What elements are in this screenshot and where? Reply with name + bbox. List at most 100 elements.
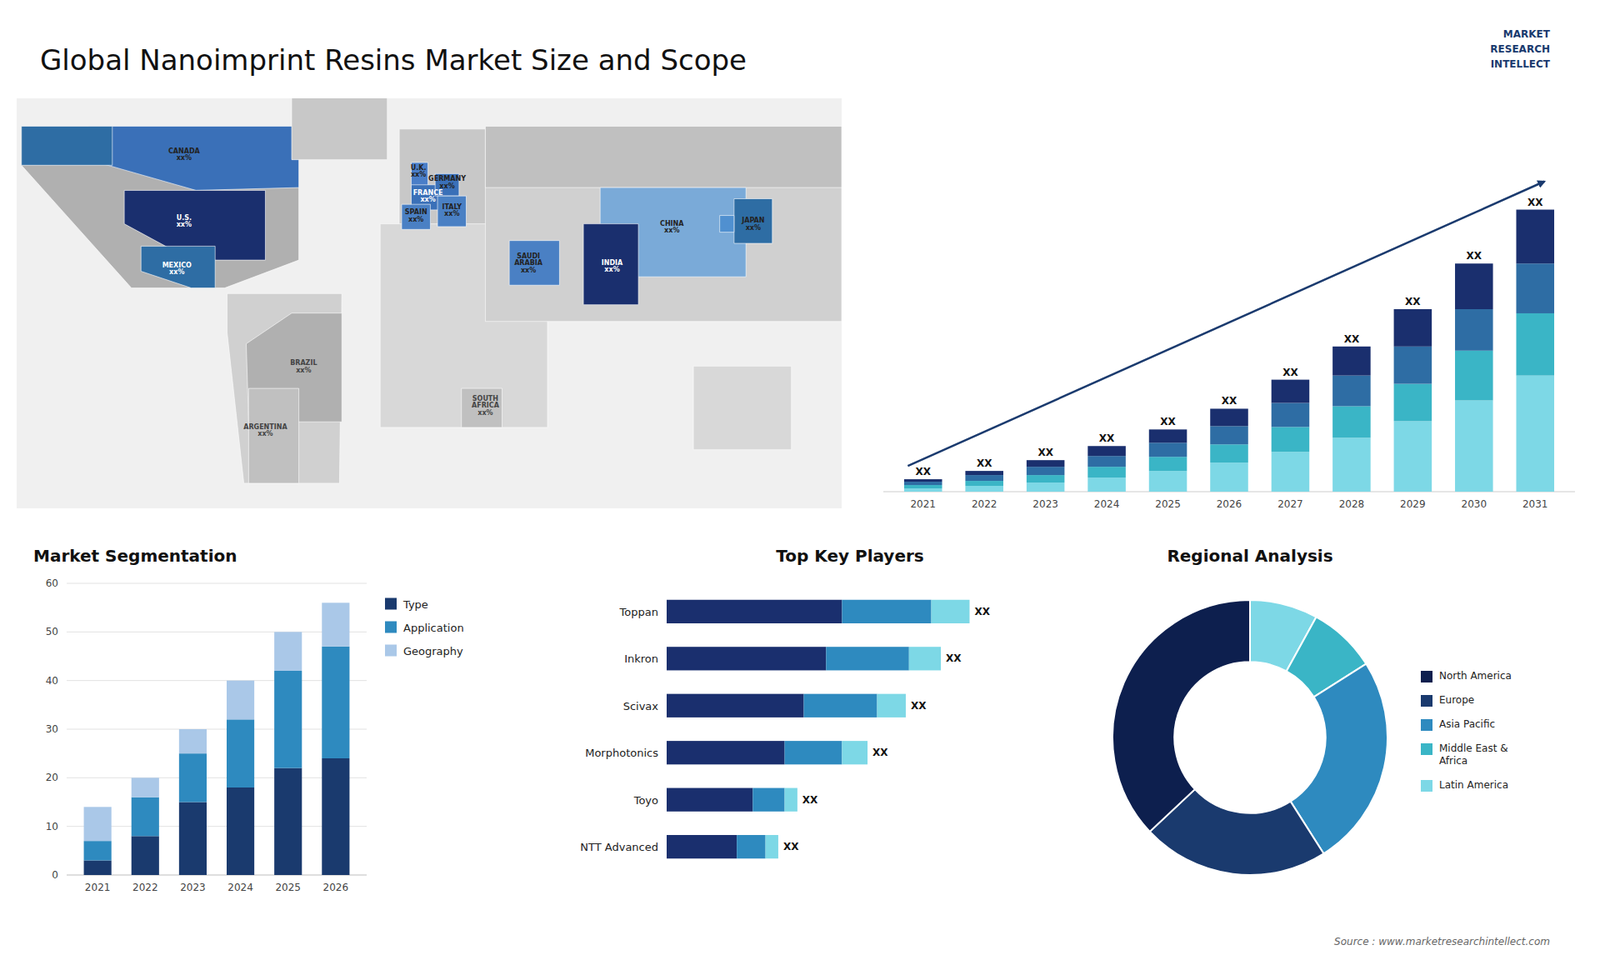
legend-swatch [1420, 719, 1433, 731]
legend-swatch [1420, 670, 1433, 683]
bar-segment [965, 470, 1004, 475]
text-line: xx% [176, 154, 192, 162]
data-label: XX [945, 652, 962, 665]
grid-line [66, 631, 367, 633]
text-line: NTT Advanced [580, 840, 659, 854]
text-line: 60 [45, 577, 59, 590]
text-line: 2029 [1400, 498, 1426, 510]
legend-label: Latin America [1439, 779, 1509, 791]
legend-label: Middle East &Africa [1439, 742, 1509, 767]
y-tick-label: 20 [45, 771, 59, 784]
text-line: XX [1344, 333, 1360, 345]
text-line: 50 [45, 625, 59, 638]
bar-segment [131, 797, 160, 837]
data-label: XX [802, 794, 819, 806]
x-axis-line [66, 875, 367, 876]
map-shape [485, 125, 842, 321]
y-tick-label: Toyo [633, 793, 659, 806]
bar-segment [1332, 437, 1371, 492]
y-tick-label: 50 [45, 625, 59, 638]
y-tick-label: Toppan [619, 605, 659, 618]
text-line: xx% [439, 181, 455, 190]
bars [904, 210, 1555, 492]
bar-segment [1087, 455, 1126, 467]
bar-segment [1332, 346, 1371, 376]
map-label: MEXICOxx% [162, 260, 192, 275]
x-tick-label: 2023 [1032, 498, 1059, 510]
bar-segment [904, 488, 943, 492]
grid-line [66, 680, 367, 681]
bar-segment [965, 485, 1004, 492]
bar-segment [1394, 346, 1433, 385]
map-shape [248, 388, 299, 484]
bar-segment [1515, 210, 1555, 265]
y-tick-label: 40 [45, 675, 59, 687]
map-shape [21, 125, 300, 288]
x-tick-label: 2026 [1216, 498, 1243, 510]
text-line: xx% [169, 268, 185, 276]
text-line: 2027 [1277, 498, 1304, 510]
source-text: Source : www.marketresearchintellect.com [1334, 935, 1550, 948]
text-line: xx% [408, 215, 424, 223]
text-line: xx% [604, 265, 620, 274]
bar-segment [841, 740, 868, 765]
map-shape [401, 204, 430, 230]
bar-segment [1332, 375, 1371, 407]
text-line: 30 [45, 723, 59, 735]
data-label: XX [974, 605, 990, 618]
text-line: Inkron [624, 652, 659, 665]
map-label: ITALYxx% [441, 202, 462, 217]
legend-label: Geography [403, 644, 464, 657]
text-line: 10 [45, 820, 59, 833]
grid-line [66, 729, 367, 730]
map-area [16, 98, 842, 509]
map-label: SPAINxx% [405, 208, 428, 223]
bar-segment [965, 480, 1004, 486]
legend-label: North America [1439, 670, 1512, 682]
bars [84, 602, 350, 875]
bar-segment [785, 740, 843, 765]
bar-segment [226, 680, 255, 720]
text-line: XX [1282, 366, 1299, 379]
text-line: Scivax [623, 699, 660, 712]
text-line: Africa [1439, 755, 1468, 767]
text-line: Morphotonics [585, 746, 659, 760]
text-line: Toppan [619, 605, 659, 618]
legend-swatch [1420, 695, 1433, 707]
bar-segment [1149, 470, 1188, 492]
chart-title: Regional Analysis [1166, 545, 1333, 566]
x-tick-label: 2028 [1339, 498, 1365, 510]
bar-segment [804, 694, 878, 718]
bar-segment [1271, 380, 1310, 404]
map-shape [21, 125, 113, 165]
legend-label: Type [402, 597, 429, 610]
bar-segment [1210, 444, 1249, 463]
x-tick-label: 2027 [1277, 498, 1304, 510]
data-label: XX [1527, 196, 1544, 209]
bar-segment [765, 835, 779, 859]
data-label: XX [1099, 432, 1115, 445]
text-line: Source : www.marketresearchintellect.com [1334, 935, 1550, 948]
bar-segment [1515, 313, 1555, 376]
text-line: 2021 [910, 498, 936, 510]
bar-segment [666, 835, 737, 859]
map-label: CANADAxx% [168, 146, 201, 161]
text-line: 2022 [132, 881, 159, 894]
bar-segment [841, 600, 931, 624]
x-tick-label: 2025 [275, 881, 301, 894]
text-line: 40 [45, 675, 59, 687]
y-tick-label: 10 [45, 820, 59, 833]
data-label: XX [1282, 366, 1299, 379]
map-label: SAUDIARABIAxx% [514, 252, 544, 275]
x-tick-label: 2026 [323, 881, 350, 894]
text-line: RESEARCH [1490, 43, 1550, 55]
grid-line [66, 583, 367, 585]
bar-segment [1026, 482, 1065, 492]
bar-segment [904, 479, 943, 482]
map-label: BRAZILxx% [290, 359, 317, 374]
bar-segment [226, 719, 255, 788]
bar-segment [1210, 408, 1249, 426]
map-shape [410, 162, 428, 188]
bar-segment [84, 860, 112, 876]
bar-segment [1149, 429, 1188, 443]
